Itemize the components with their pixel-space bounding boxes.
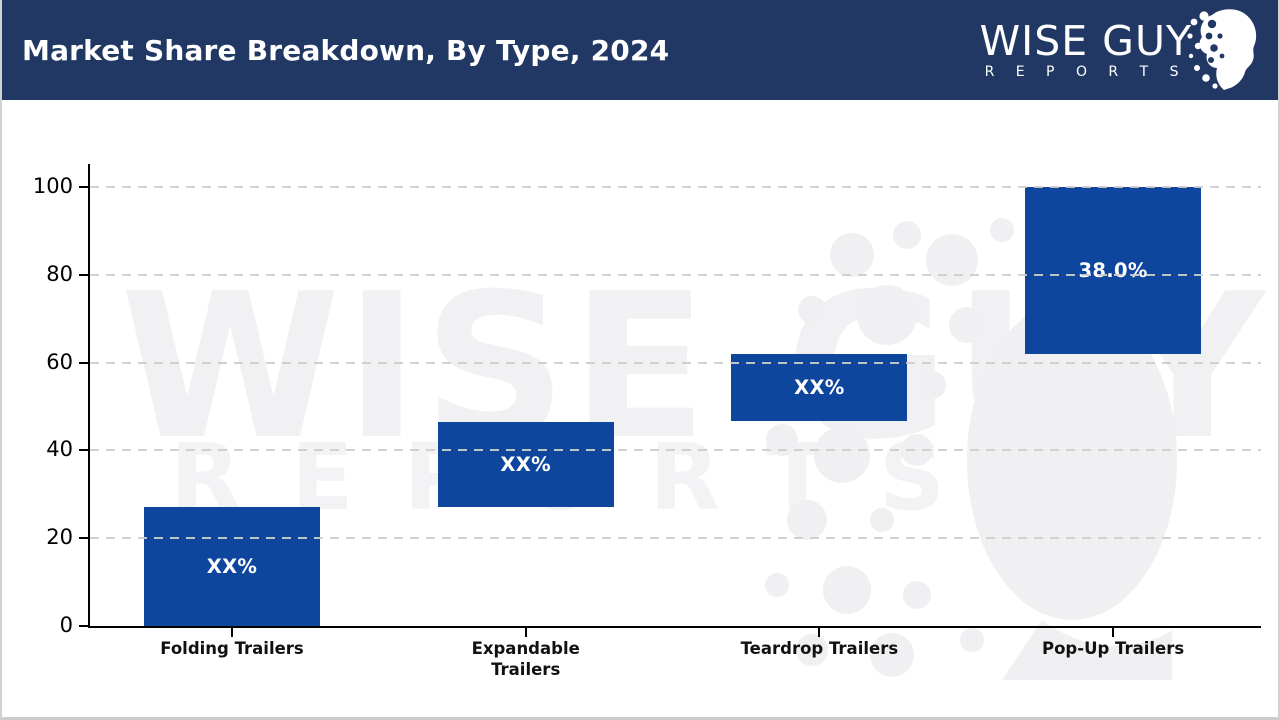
bar-pop-up-trailers: 38.0% bbox=[1025, 187, 1202, 354]
gridline bbox=[90, 186, 1261, 188]
chart-title: Market Share Breakdown, By Type, 2024 bbox=[22, 33, 670, 67]
logo-head-icon bbox=[1187, 9, 1257, 90]
y-tick-label: 0 bbox=[59, 613, 73, 637]
gridline bbox=[90, 273, 1261, 276]
logo-wordmark: WISE GUY bbox=[979, 16, 1192, 65]
bar-value-label: 38.0% bbox=[1078, 258, 1148, 282]
logo-subtext: R E P O R T S bbox=[984, 63, 1187, 80]
y-tick-label: 20 bbox=[46, 525, 73, 550]
x-axis-line bbox=[88, 626, 1261, 628]
bar-value-label: XX% bbox=[500, 453, 551, 477]
y-tick-label: 60 bbox=[46, 349, 73, 374]
x-tick-label: Pop-Up Trailers bbox=[1041, 639, 1185, 658]
y-tick-label: 80 bbox=[46, 261, 73, 286]
x-tick bbox=[818, 628, 821, 637]
y-tick bbox=[79, 537, 88, 540]
wiseguy-logo: WISE GUY R E P O R T S bbox=[980, 8, 1258, 92]
x-tick-label: Teardrop Trailers bbox=[740, 639, 899, 658]
y-tick bbox=[79, 273, 88, 276]
bar-value-label: XX% bbox=[794, 375, 845, 399]
x-tick bbox=[231, 628, 233, 637]
watermark-head-dots-icon bbox=[765, 218, 1177, 680]
header-bar: Market Share Breakdown, By Type, 2024 WI… bbox=[2, 0, 1278, 100]
bar-folding-trailers: XX% bbox=[144, 507, 320, 626]
y-tick bbox=[79, 625, 88, 627]
y-tick-label: 100 bbox=[32, 174, 73, 198]
bar-expandable-trailers: XX% bbox=[437, 421, 614, 508]
y-tick bbox=[79, 449, 88, 452]
x-tick-label: Expandable Trailers bbox=[471, 639, 580, 679]
x-tick-label: Folding Trailers bbox=[160, 639, 304, 658]
gridline bbox=[90, 537, 1261, 540]
y-tick bbox=[79, 361, 88, 364]
x-tick bbox=[524, 628, 527, 637]
gridline bbox=[90, 361, 1261, 364]
bar-teardrop-trailers: XX% bbox=[731, 353, 908, 421]
bar-value-label: XX% bbox=[206, 555, 258, 579]
gridline bbox=[90, 449, 1261, 452]
y-axis-line bbox=[88, 164, 90, 628]
x-tick bbox=[1112, 628, 1115, 637]
y-tick bbox=[79, 186, 88, 188]
y-tick-label: 40 bbox=[46, 437, 73, 462]
